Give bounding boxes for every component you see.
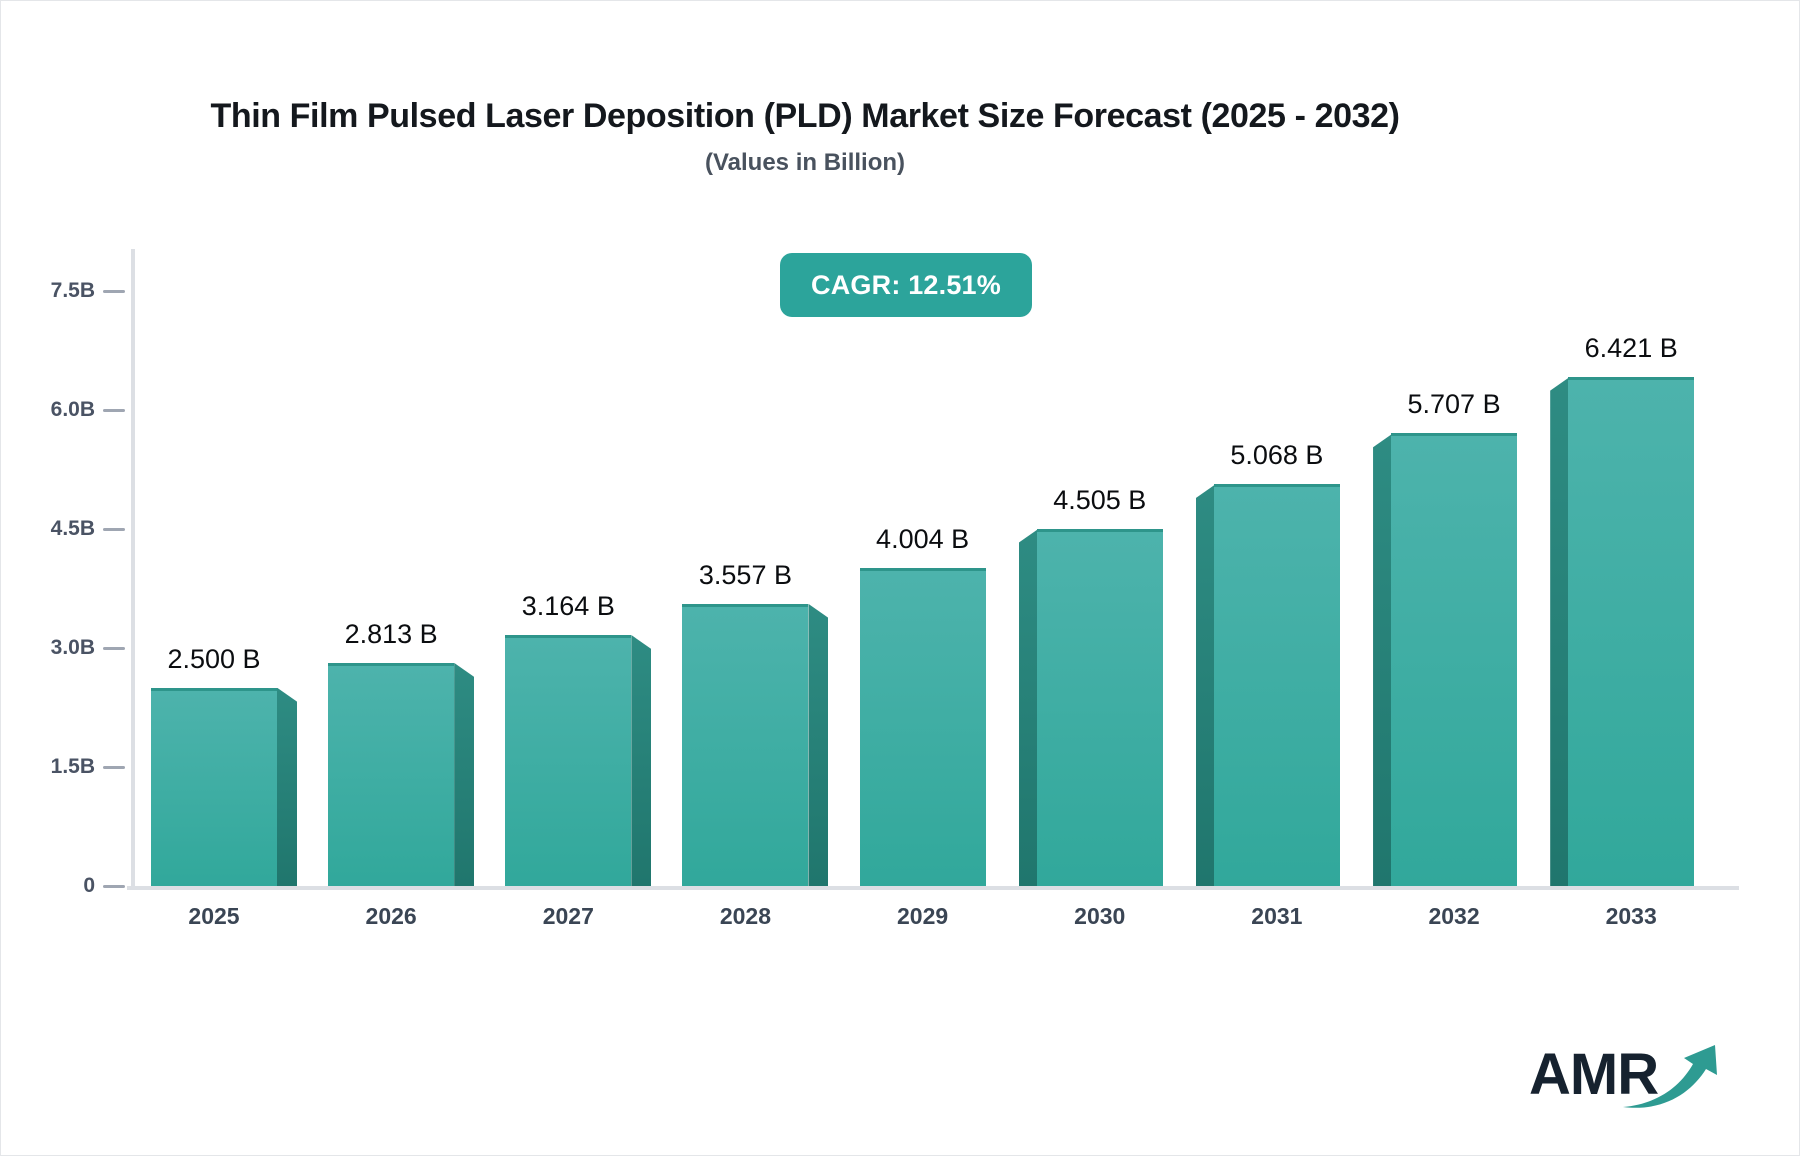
bar-value-label-2031: 5.068 B	[1230, 439, 1324, 470]
bar-side-face-2031	[1195, 483, 1216, 886]
y-tick-label-6.0B: 6.0B	[50, 398, 95, 422]
x-tick-label-2030: 2030	[1074, 903, 1126, 929]
y-tick-mark	[103, 528, 125, 531]
bar-side-face-2030	[1018, 528, 1039, 886]
bar-value-label-2028: 3.557 B	[698, 559, 792, 590]
x-tick-label-2032: 2032	[1428, 903, 1480, 929]
x-tick-label-2031: 2031	[1251, 903, 1303, 929]
x-tick-label-2029: 2029	[897, 903, 949, 929]
bar-value-label-2025: 2.500 B	[167, 643, 261, 674]
bar-value-label-2033: 6.421 B	[1584, 332, 1678, 363]
bar-value-label-2026: 2.813 B	[344, 618, 438, 649]
amr-logo-text: AMR	[1529, 1042, 1659, 1107]
bar-2026	[328, 662, 455, 886]
x-tick-label-2025: 2025	[188, 903, 240, 929]
bar-2028	[682, 603, 809, 886]
x-tick-label-2033: 2033	[1605, 903, 1657, 929]
y-tick-label-1.5B: 1.5B	[50, 755, 95, 778]
x-axis-baseline	[127, 886, 1739, 890]
y-axis-line	[131, 249, 135, 890]
bar-value-label-2029: 4.004 B	[876, 524, 970, 555]
y-tick-label-7.5B: 7.5B	[50, 279, 95, 303]
growth-arrow-icon	[1623, 1045, 1717, 1108]
y-tick-mark	[103, 885, 125, 888]
bar-side-face-2032	[1373, 433, 1394, 886]
x-tick-label-2027: 2027	[542, 903, 594, 929]
bar-side-face-2028	[808, 603, 829, 886]
cagr-badge: CAGR: 12.51%	[780, 253, 1032, 317]
bar-side-face-2033	[1550, 376, 1571, 886]
bar-2025	[151, 687, 277, 886]
amr-logo: AMR	[1529, 1039, 1729, 1123]
y-tick-mark	[103, 766, 125, 769]
y-tick-label-0: 0	[83, 874, 95, 897]
y-tick-label-4.5B: 4.5B	[50, 517, 95, 540]
bar-side-face-2025	[277, 687, 297, 886]
bar-2027	[505, 634, 632, 886]
bar-2031	[1213, 483, 1340, 886]
bar-2033	[1568, 376, 1695, 886]
bar-2030	[1036, 528, 1163, 886]
y-tick-mark	[103, 409, 125, 413]
bar-side-face-2026	[454, 662, 475, 886]
bar-side-face-2027	[631, 634, 652, 886]
cagr-badge-label: CAGR: 12.51%	[811, 269, 1001, 300]
bar-2029	[859, 568, 986, 886]
y-tick-label-3.0B: 3.0B	[50, 636, 95, 659]
bar-value-label-2030: 4.505 B	[1053, 484, 1147, 515]
bar-value-label-2027: 3.164 B	[521, 590, 615, 621]
bar-value-label-2032: 5.707 B	[1407, 389, 1501, 420]
growth-arrow-path	[1623, 1045, 1717, 1108]
y-tick-mark	[103, 290, 125, 294]
x-tick-label-2028: 2028	[719, 903, 772, 929]
x-tick-label-2026: 2026	[365, 903, 417, 929]
chart-title: Thin Film Pulsed Laser Deposition (PLD) …	[210, 97, 1400, 135]
y-tick-mark	[103, 647, 125, 650]
bar-2032	[1391, 433, 1518, 886]
chart-subtitle: (Values in Billion)	[704, 149, 906, 176]
